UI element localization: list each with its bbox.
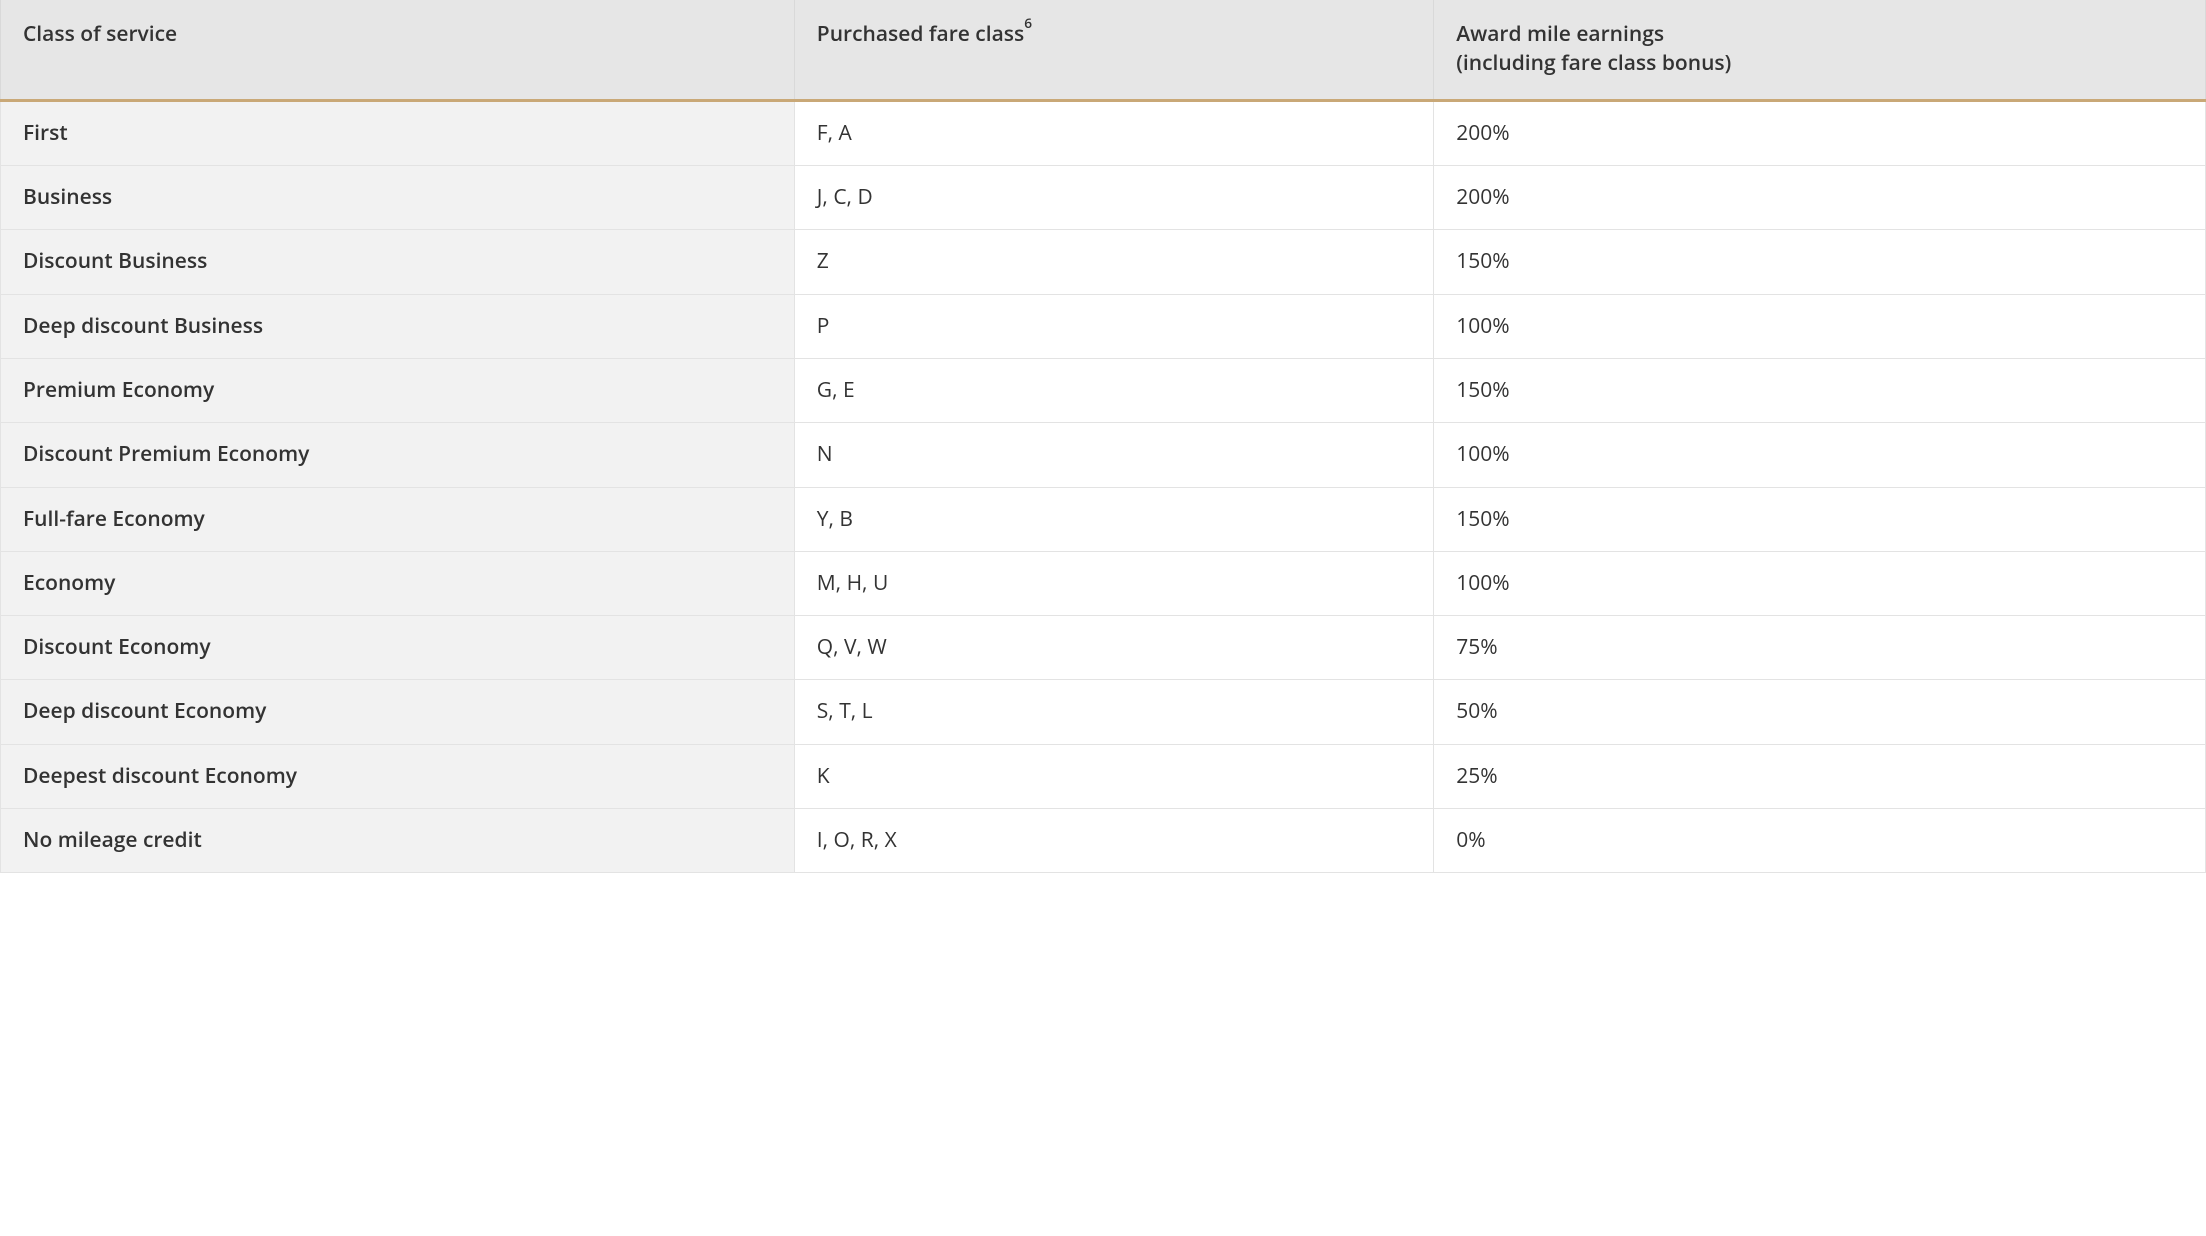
table-row: Discount Economy Q, V, W 75% xyxy=(1,616,2206,680)
fare-cell: N xyxy=(794,423,1433,487)
table-row: Business J, C, D 200% xyxy=(1,166,2206,230)
fare-cell: Q, V, W xyxy=(794,616,1433,680)
service-cell: Discount Premium Economy xyxy=(1,423,795,487)
service-cell: Deep discount Business xyxy=(1,294,795,358)
fare-cell: P xyxy=(794,294,1433,358)
fare-class-table: Class of service Purchased fare class6 A… xyxy=(0,0,2206,873)
table-body: First F, A 200% Business J, C, D 200% Di… xyxy=(1,100,2206,873)
earn-cell: 100% xyxy=(1434,423,2206,487)
table-row: Economy M, H, U 100% xyxy=(1,551,2206,615)
earn-cell: 200% xyxy=(1434,100,2206,165)
fare-cell: Z xyxy=(794,230,1433,294)
col-header-service: Class of service xyxy=(1,0,795,100)
fare-cell: J, C, D xyxy=(794,166,1433,230)
earn-cell: 50% xyxy=(1434,680,2206,744)
col-header-label: Class of service xyxy=(23,20,177,48)
table-row: Premium Economy G, E 150% xyxy=(1,358,2206,422)
fare-cell: K xyxy=(794,744,1433,808)
earn-cell: 150% xyxy=(1434,230,2206,294)
earn-cell: 100% xyxy=(1434,551,2206,615)
service-cell: Discount Economy xyxy=(1,616,795,680)
table-row: Deep discount Economy S, T, L 50% xyxy=(1,680,2206,744)
table-row: First F, A 200% xyxy=(1,100,2206,165)
fare-cell: Y, B xyxy=(794,487,1433,551)
footnote-marker: 6 xyxy=(1024,13,1032,32)
service-cell: Premium Economy xyxy=(1,358,795,422)
service-cell: Deep discount Economy xyxy=(1,680,795,744)
fare-cell: M, H, U xyxy=(794,551,1433,615)
service-cell: Full-fare Economy xyxy=(1,487,795,551)
fare-cell: I, O, R, X xyxy=(794,809,1433,873)
table-header-row: Class of service Purchased fare class6 A… xyxy=(1,0,2206,100)
table-row: Deepest discount Economy K 25% xyxy=(1,744,2206,808)
fare-cell: G, E xyxy=(794,358,1433,422)
earn-cell: 200% xyxy=(1434,166,2206,230)
earn-cell: 100% xyxy=(1434,294,2206,358)
col-header-earnings: Award mile earnings(including fare class… xyxy=(1434,0,2206,100)
earn-cell: 150% xyxy=(1434,487,2206,551)
col-header-fare: Purchased fare class6 xyxy=(794,0,1433,100)
fare-cell: F, A xyxy=(794,100,1433,165)
service-cell: Deepest discount Economy xyxy=(1,744,795,808)
table-row: Discount Premium Economy N 100% xyxy=(1,423,2206,487)
table-row: No mileage credit I, O, R, X 0% xyxy=(1,809,2206,873)
earn-cell: 150% xyxy=(1434,358,2206,422)
table-row: Discount Business Z 150% xyxy=(1,230,2206,294)
table-row: Full-fare Economy Y, B 150% xyxy=(1,487,2206,551)
earn-cell: 0% xyxy=(1434,809,2206,873)
earn-cell: 75% xyxy=(1434,616,2206,680)
table-row: Deep discount Business P 100% xyxy=(1,294,2206,358)
col-header-label: Award mile earnings(including fare class… xyxy=(1456,20,1731,77)
col-header-label: Purchased fare class xyxy=(817,20,1024,48)
service-cell: Business xyxy=(1,166,795,230)
service-cell: Discount Business xyxy=(1,230,795,294)
fare-cell: S, T, L xyxy=(794,680,1433,744)
earn-cell: 25% xyxy=(1434,744,2206,808)
service-cell: No mileage credit xyxy=(1,809,795,873)
service-cell: First xyxy=(1,100,795,165)
service-cell: Economy xyxy=(1,551,795,615)
